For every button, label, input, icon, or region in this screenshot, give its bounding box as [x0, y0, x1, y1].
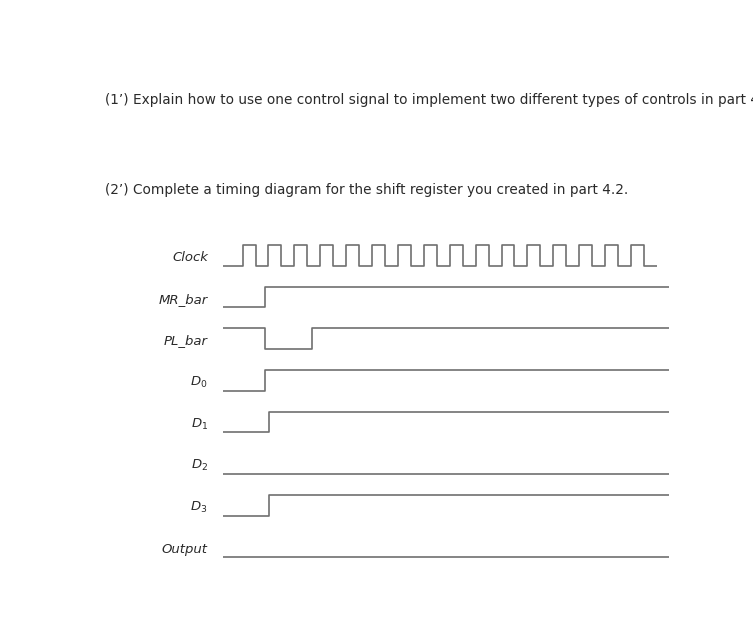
Text: D$_2$: D$_2$: [191, 458, 208, 473]
Text: (1’) Explain how to use one control signal to implement two different types of c: (1’) Explain how to use one control sign…: [105, 93, 753, 107]
Text: Output: Output: [162, 542, 208, 555]
Text: D$_3$: D$_3$: [191, 500, 208, 515]
Text: (2’) Complete a timing diagram for the shift register you created in part 4.2.: (2’) Complete a timing diagram for the s…: [105, 184, 628, 197]
Text: Clock: Clock: [172, 251, 208, 264]
Text: D$_1$: D$_1$: [191, 417, 208, 431]
Text: D$_0$: D$_0$: [191, 375, 208, 390]
Text: PL_bar: PL_bar: [164, 334, 208, 347]
Text: MR_bar: MR_bar: [159, 293, 208, 306]
